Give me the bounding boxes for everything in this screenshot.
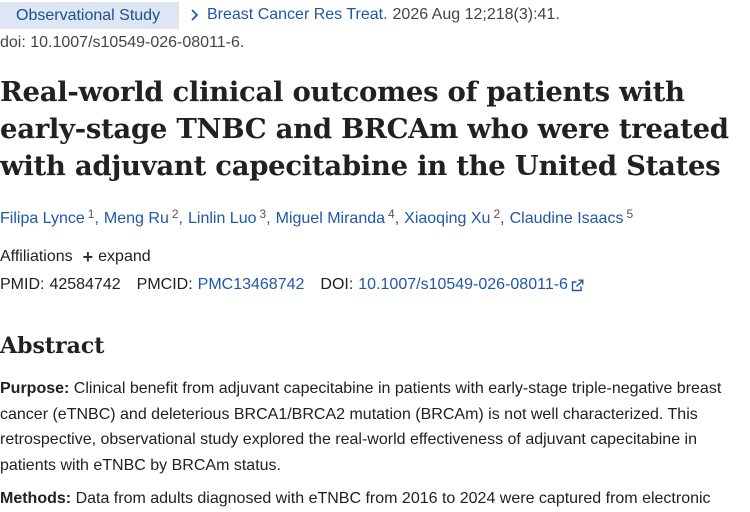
author-link[interactable]: Meng Ru (103, 210, 169, 227)
author-link[interactable]: Claudine Isaacs (509, 210, 624, 227)
pmcid-link[interactable]: PMC13468742 (197, 276, 305, 293)
author-affiliation-number[interactable]: 4 (388, 207, 395, 221)
methods-label: Methods: (0, 490, 72, 507)
affiliations-label: Affiliations (0, 248, 73, 265)
external-link-icon[interactable] (571, 279, 584, 292)
article-type-badge[interactable]: Observational Study (0, 1, 179, 29)
doi-label: DOI: (320, 276, 354, 293)
journal-link[interactable]: Breast Cancer Res Treat. (207, 6, 388, 23)
author-affiliation-number[interactable]: 1 (87, 207, 95, 221)
identifiers-row: PMID: 42584742 PMCID: PMC13468742 DOI: 1… (0, 276, 600, 294)
purpose-label: Purpose: (0, 380, 70, 397)
article-title: Real-world clinical outcomes of patients… (0, 76, 729, 182)
purpose-text: Clinical benefit from adjuvant capecitab… (0, 380, 722, 474)
chevron-right-icon (191, 9, 199, 21)
author-affiliation-number[interactable]: 2 (493, 207, 501, 221)
pmid-label: PMID: (0, 276, 45, 293)
author-link[interactable]: Miguel Miranda (275, 210, 386, 227)
author-affiliation-number[interactable]: 2 (171, 207, 179, 221)
author-affiliation-number[interactable]: 3 (259, 207, 267, 221)
author-link[interactable]: Xiaoqing Xu (404, 210, 491, 227)
doi-line: doi: 10.1007/s10549-026-08011-6. (0, 34, 245, 51)
expand-label: expand (98, 248, 151, 265)
abstract-heading: Abstract (0, 333, 105, 359)
affiliations-toggle[interactable]: Affiliations + expand (0, 248, 151, 266)
author-link[interactable]: Linlin Luo (187, 210, 257, 227)
citation-text: 2026 Aug 12;218(3):41. (392, 6, 560, 23)
pmcid-group: PMCID: PMC13468742 (137, 276, 305, 294)
citation-bar: Observational Study Breast Cancer Res Tr… (0, 0, 560, 30)
author-list: Filipa Lynce 1, Meng Ru 2, Linlin Luo 3, Migue… (0, 207, 634, 227)
doi-group: DOI: 10.1007/s10549-026-08011-6 (320, 276, 584, 294)
journal-citation: Breast Cancer Res Treat. 2026 Aug 12;218… (189, 6, 560, 24)
pmcid-label: PMCID: (136, 276, 193, 293)
pmid-value: 42584742 (49, 276, 121, 293)
plus-icon: + (82, 247, 94, 267)
doi-link[interactable]: 10.1007/s10549-026-08011-6 (358, 276, 568, 293)
author-affiliation-number[interactable]: 5 (626, 207, 634, 221)
pmid-group: PMID: 42584742 (0, 276, 121, 294)
abstract-purpose: Purpose: Clinical benefit from adjuvant … (0, 376, 750, 478)
author-link[interactable]: Filipa Lynce (0, 210, 85, 227)
methods-text: Data from adults diagnosed with eTNBC fr… (75, 490, 711, 507)
abstract-methods: Methods: Data from adults diagnosed with… (0, 486, 750, 512)
